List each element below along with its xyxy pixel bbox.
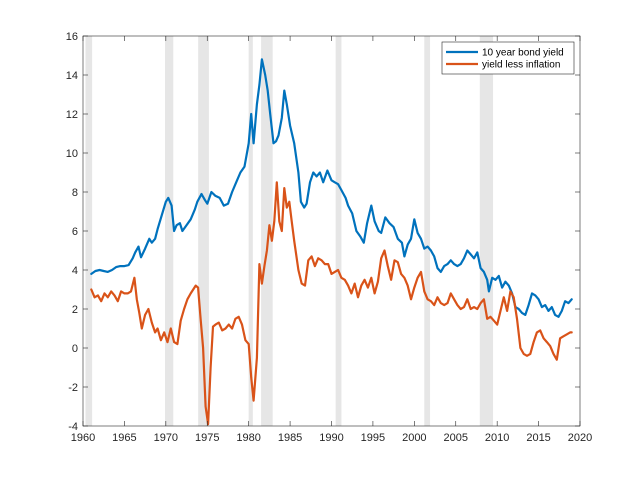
y-tick-label: 0 — [72, 343, 78, 355]
recession-band — [335, 36, 342, 426]
x-tick-label: 1985 — [278, 432, 302, 444]
x-tick-label: 1965 — [112, 432, 136, 444]
recession-band — [85, 36, 93, 426]
x-tick-label: 1960 — [71, 432, 95, 444]
legend-label: 10 year bond yield — [482, 48, 564, 59]
series-line-yield-less-inflation — [90, 181, 573, 426]
recession-band — [248, 36, 253, 426]
x-tick-label: 1970 — [154, 432, 178, 444]
legend-box — [441, 41, 575, 75]
y-tick-label: 14 — [66, 70, 78, 82]
x-tick-label: 1980 — [236, 432, 260, 444]
y-tick-label: 12 — [66, 109, 78, 121]
series-lines — [90, 58, 573, 426]
recession-bands — [85, 36, 494, 426]
x-tick-label: 2000 — [402, 432, 426, 444]
x-tick-label: 2015 — [526, 432, 550, 444]
recession-band — [479, 36, 494, 426]
x-tick-label: 2010 — [485, 432, 509, 444]
legend-label: yield less inflation — [482, 60, 560, 71]
x-tick-label: 2005 — [444, 432, 468, 444]
y-tick-label: 6 — [72, 226, 78, 238]
y-tick-label: 10 — [66, 148, 78, 160]
y-tick-label: 16 — [66, 31, 78, 43]
y-tick-label: 2 — [72, 304, 78, 316]
x-tick-label: 1990 — [319, 432, 343, 444]
y-tick-label: 8 — [72, 187, 78, 199]
x-tick-label: 1995 — [361, 432, 385, 444]
recession-band — [198, 36, 209, 426]
x-tick-label: 2020 — [568, 432, 592, 444]
y-tick-label: 4 — [72, 265, 78, 277]
recession-band — [424, 36, 431, 426]
y-tick-label: -4 — [68, 421, 78, 433]
x-tick-label: 1975 — [195, 432, 219, 444]
axes: 1960 1965 1970 1975 1980 1985 1990 1995 2000 2005… — [66, 31, 592, 444]
y-tick-label: -2 — [68, 382, 78, 394]
recession-band — [165, 36, 174, 426]
series-line-bond-yield — [90, 58, 573, 318]
recession-band — [261, 36, 273, 426]
